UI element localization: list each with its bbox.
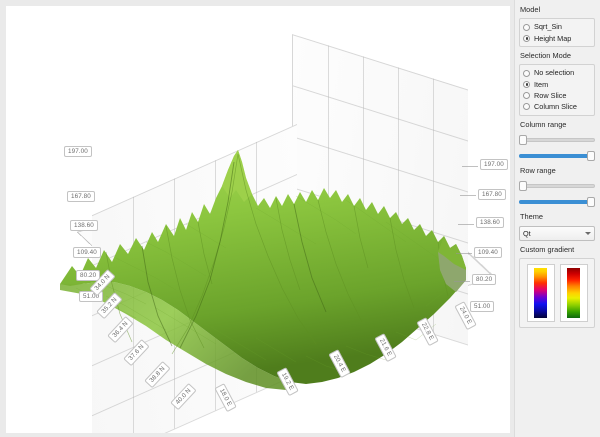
radio-label-column-slice: Column Slice bbox=[534, 102, 577, 112]
slider-track bbox=[519, 184, 595, 188]
radio-no-selection[interactable]: No selection bbox=[523, 68, 591, 78]
back-wall-right bbox=[292, 34, 468, 346]
column-range-max-slider[interactable] bbox=[519, 150, 595, 161]
radio-model-height-map[interactable]: Height Map bbox=[523, 33, 591, 43]
theme-selected-value: Qt bbox=[523, 228, 531, 238]
gradient-strip bbox=[567, 268, 580, 319]
slider-fill bbox=[519, 154, 589, 158]
radio-row-slice[interactable]: Row Slice bbox=[523, 92, 591, 99]
radio-indicator-row-slice[interactable] bbox=[523, 92, 530, 100]
slider-handle bbox=[587, 150, 595, 161]
scene-3d: 197.00 167.80 138.60 109.40 80.20 51.00 … bbox=[6, 6, 510, 433]
radio-label-no-selection: No selection bbox=[534, 68, 575, 78]
radio-label-item: Item bbox=[534, 79, 549, 89]
row-range-max-slider[interactable] bbox=[519, 196, 595, 207]
custom-gradient-group bbox=[519, 258, 595, 329]
surface-graph-canvas[interactable]: 197.00 167.80 138.60 109.40 80.20 51.00 … bbox=[6, 6, 510, 433]
radio-indicator-no-selection[interactable] bbox=[523, 69, 530, 77]
selection-mode-group-title: Selection Mode bbox=[520, 51, 571, 60]
gradient-strip bbox=[534, 268, 547, 319]
radio-indicator-sqrt-sin[interactable] bbox=[523, 23, 530, 31]
slider-handle bbox=[519, 134, 527, 145]
radio-label-height-map: Height Map bbox=[534, 33, 572, 43]
chevron-down-icon[interactable] bbox=[585, 231, 591, 235]
radio-model-sqrt-sin[interactable]: Sqrt_Sin bbox=[523, 22, 591, 32]
gradient-swatch-hot-to-navy[interactable] bbox=[526, 264, 555, 323]
radio-indicator-height-map[interactable] bbox=[523, 34, 530, 42]
control-panel: Model Sqrt_Sin Height Map Selection Mode… bbox=[514, 0, 600, 437]
radio-indicator-column-slice[interactable] bbox=[523, 103, 530, 111]
slider-fill bbox=[519, 200, 589, 204]
surface-graph-container[interactable]: 197.00 167.80 138.60 109.40 80.20 51.00 … bbox=[0, 0, 514, 437]
column-range-title: Column range bbox=[520, 119, 567, 129]
back-wall-left bbox=[92, 124, 297, 433]
model-group: Sqrt_Sin Height Map bbox=[519, 18, 595, 47]
model-group-title: Model bbox=[520, 5, 541, 14]
radio-indicator-item[interactable] bbox=[523, 80, 530, 88]
row-range-min-slider[interactable] bbox=[519, 180, 595, 191]
radio-label-row-slice: Row Slice bbox=[534, 91, 567, 100]
column-range-min-slider[interactable] bbox=[519, 134, 595, 145]
radio-column-slice[interactable]: Column Slice bbox=[523, 102, 591, 112]
theme-select[interactable]: Qt bbox=[519, 225, 595, 241]
selection-mode-group: No selection Item Row Slice Column Slice bbox=[519, 64, 595, 116]
custom-gradient-title: Custom gradient bbox=[520, 244, 575, 254]
gradient-swatch-red-to-green[interactable] bbox=[559, 264, 588, 323]
slider-track bbox=[519, 138, 595, 142]
theme-title: Theme bbox=[520, 212, 544, 222]
slider-handle bbox=[519, 180, 527, 191]
radio-item[interactable]: Item bbox=[523, 79, 591, 89]
radio-label-sqrt-sin: Sqrt_Sin bbox=[534, 22, 562, 32]
slider-handle bbox=[587, 196, 595, 207]
row-range-title: Row range bbox=[520, 166, 556, 175]
